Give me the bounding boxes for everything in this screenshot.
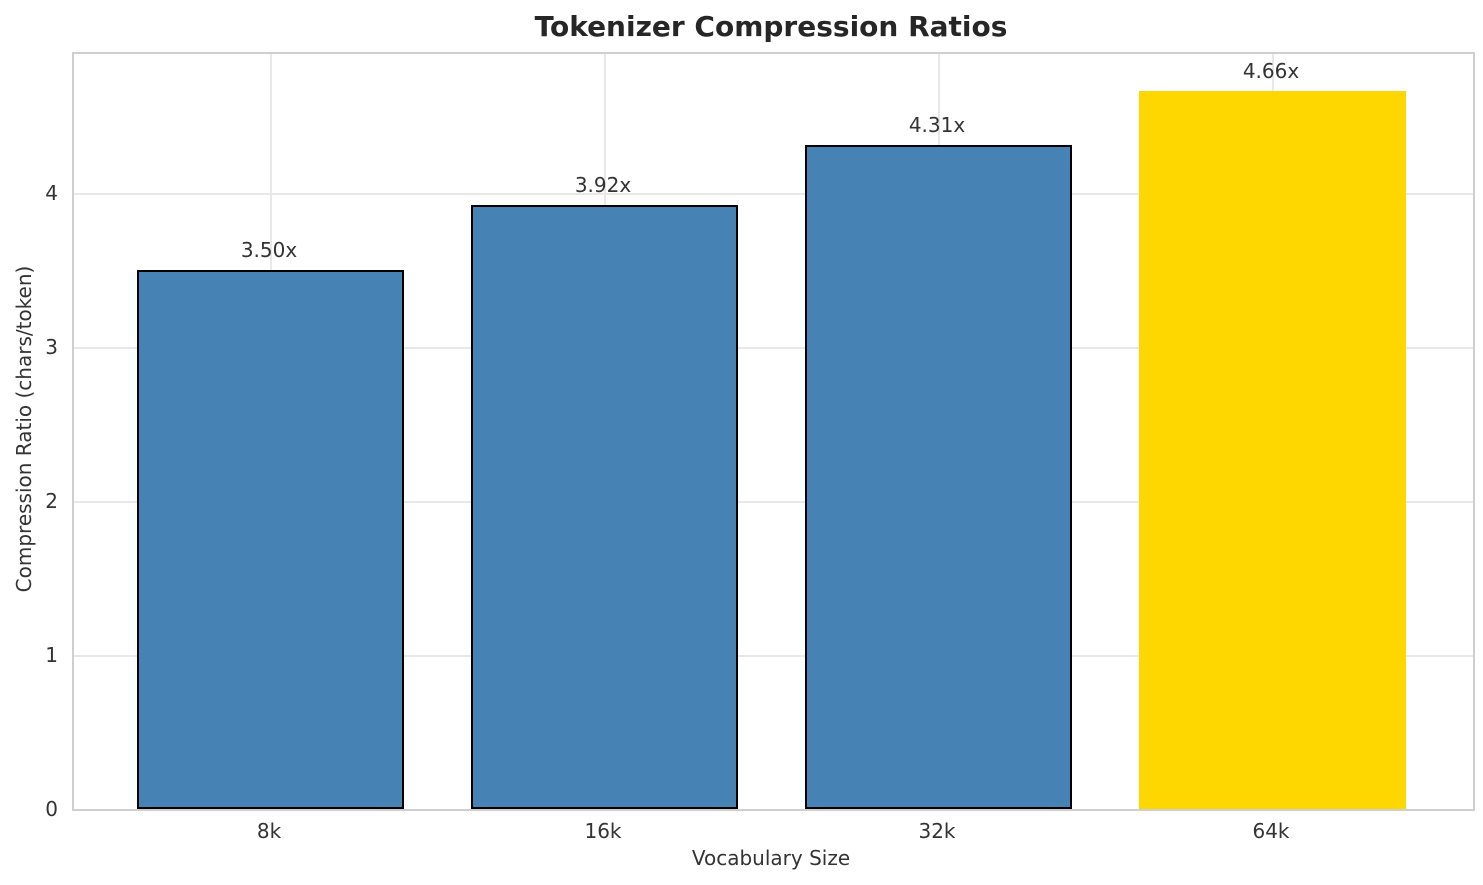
bar-value-label-64k: 4.66x [1242, 59, 1300, 83]
y-axis-label: Compression Ratio (chars/token) [12, 265, 36, 593]
y-tick-label-0: 0 [45, 797, 58, 821]
x-axis-label: Vocabulary Size [691, 846, 851, 870]
gridline-y-1 [74, 655, 1473, 657]
y-tick-label-2: 2 [45, 489, 58, 513]
x-tick-label-32k: 32k [918, 819, 956, 843]
y-tick-label-1: 1 [45, 643, 58, 667]
gridline-y-3 [74, 347, 1473, 349]
y-tick-label-3: 3 [45, 335, 58, 359]
bar-32k [805, 145, 1072, 809]
bar-8k [137, 270, 404, 809]
bar-value-label-32k: 4.31x [908, 113, 966, 137]
y-tick-label-4: 4 [45, 181, 58, 205]
x-tick-label-8k: 8k [256, 819, 282, 843]
x-tick-label-64k: 64k [1252, 819, 1290, 843]
bar-value-label-8k: 3.50x [240, 238, 298, 262]
gridline-y-2 [74, 501, 1473, 503]
gridline-y-4 [74, 193, 1473, 195]
chart-title: Tokenizer Compression Ratios [534, 10, 1008, 43]
plot-area [72, 52, 1475, 811]
x-tick-label-16k: 16k [584, 819, 622, 843]
bar-value-label-16k: 3.92x [574, 173, 632, 197]
bar-64k [1139, 91, 1406, 809]
bar-16k [471, 205, 738, 809]
